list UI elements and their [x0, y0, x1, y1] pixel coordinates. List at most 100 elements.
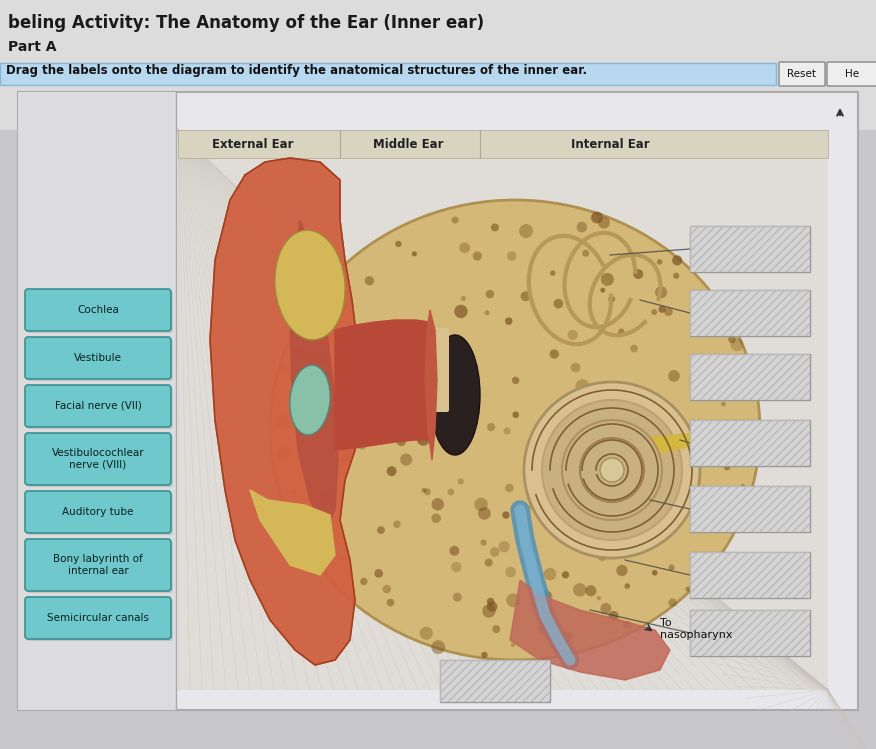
- Circle shape: [568, 330, 578, 340]
- FancyBboxPatch shape: [27, 291, 173, 333]
- Circle shape: [741, 484, 745, 488]
- FancyBboxPatch shape: [27, 541, 173, 593]
- FancyBboxPatch shape: [27, 339, 173, 381]
- Circle shape: [351, 380, 357, 386]
- FancyBboxPatch shape: [690, 552, 810, 598]
- Circle shape: [321, 406, 335, 419]
- Circle shape: [412, 251, 417, 256]
- Circle shape: [491, 223, 499, 231]
- Circle shape: [721, 401, 726, 407]
- Text: Vestibulocochlear
nerve (VIII): Vestibulocochlear nerve (VIII): [52, 448, 145, 470]
- Circle shape: [458, 479, 463, 485]
- FancyBboxPatch shape: [0, 63, 776, 85]
- Circle shape: [340, 555, 344, 560]
- FancyBboxPatch shape: [25, 491, 171, 533]
- FancyBboxPatch shape: [690, 610, 810, 656]
- Text: Internal Ear: Internal Ear: [570, 138, 649, 151]
- Polygon shape: [510, 580, 670, 680]
- Circle shape: [603, 464, 613, 475]
- Circle shape: [699, 323, 708, 332]
- Circle shape: [724, 432, 735, 444]
- FancyBboxPatch shape: [27, 387, 173, 429]
- Circle shape: [623, 621, 632, 630]
- FancyBboxPatch shape: [690, 354, 810, 400]
- Circle shape: [492, 625, 500, 633]
- Circle shape: [617, 519, 631, 533]
- Ellipse shape: [270, 200, 760, 660]
- Circle shape: [319, 330, 332, 343]
- FancyBboxPatch shape: [25, 597, 171, 639]
- Circle shape: [377, 527, 385, 534]
- Circle shape: [618, 329, 625, 335]
- Circle shape: [600, 603, 611, 614]
- Circle shape: [417, 433, 430, 446]
- FancyBboxPatch shape: [690, 486, 810, 532]
- Ellipse shape: [430, 335, 480, 455]
- FancyBboxPatch shape: [690, 354, 810, 400]
- Circle shape: [452, 216, 459, 223]
- Circle shape: [316, 353, 329, 366]
- Circle shape: [544, 568, 556, 580]
- Circle shape: [431, 640, 445, 654]
- Circle shape: [685, 586, 690, 592]
- Circle shape: [562, 571, 569, 578]
- Circle shape: [572, 447, 579, 455]
- Circle shape: [453, 592, 462, 601]
- Circle shape: [397, 437, 406, 446]
- Circle shape: [318, 493, 329, 504]
- Circle shape: [655, 286, 668, 298]
- Circle shape: [505, 567, 516, 577]
- Circle shape: [481, 652, 488, 658]
- Circle shape: [622, 419, 631, 427]
- Text: Reset: Reset: [788, 69, 816, 79]
- Circle shape: [538, 622, 551, 635]
- Circle shape: [597, 596, 601, 600]
- FancyBboxPatch shape: [25, 539, 171, 591]
- Circle shape: [597, 550, 608, 561]
- Circle shape: [360, 577, 368, 585]
- Circle shape: [505, 484, 513, 492]
- Circle shape: [609, 611, 618, 621]
- Circle shape: [617, 565, 628, 576]
- Circle shape: [527, 545, 533, 551]
- FancyBboxPatch shape: [779, 62, 825, 86]
- Circle shape: [562, 438, 566, 442]
- FancyBboxPatch shape: [25, 433, 171, 485]
- Ellipse shape: [290, 365, 330, 435]
- Text: Drag the labels onto the diagram to identify the anatomical structures of the in: Drag the labels onto the diagram to iden…: [6, 64, 587, 77]
- Circle shape: [512, 411, 519, 418]
- Circle shape: [590, 212, 603, 224]
- Circle shape: [707, 437, 711, 442]
- Circle shape: [668, 598, 677, 607]
- Circle shape: [386, 598, 394, 607]
- Circle shape: [576, 379, 590, 393]
- Circle shape: [478, 507, 491, 520]
- Circle shape: [585, 531, 590, 535]
- FancyBboxPatch shape: [690, 486, 810, 532]
- Circle shape: [502, 512, 510, 519]
- Circle shape: [668, 370, 680, 382]
- Circle shape: [358, 442, 366, 449]
- Circle shape: [409, 419, 417, 426]
- Circle shape: [441, 357, 449, 365]
- FancyBboxPatch shape: [27, 493, 173, 535]
- Circle shape: [664, 307, 673, 316]
- Circle shape: [420, 627, 433, 640]
- Circle shape: [724, 464, 730, 470]
- Circle shape: [654, 461, 660, 467]
- Circle shape: [487, 598, 494, 605]
- FancyBboxPatch shape: [690, 420, 810, 466]
- Circle shape: [659, 306, 666, 313]
- Circle shape: [422, 388, 430, 397]
- Text: Facial nerve (VII): Facial nerve (VII): [54, 401, 141, 411]
- Circle shape: [580, 438, 644, 502]
- Circle shape: [506, 593, 520, 607]
- FancyBboxPatch shape: [690, 420, 810, 466]
- Circle shape: [393, 521, 400, 528]
- FancyBboxPatch shape: [690, 290, 810, 336]
- Text: To
nasopharynx: To nasopharynx: [660, 618, 732, 640]
- Circle shape: [385, 346, 391, 351]
- FancyBboxPatch shape: [433, 328, 449, 412]
- Circle shape: [549, 349, 559, 359]
- Circle shape: [666, 422, 674, 431]
